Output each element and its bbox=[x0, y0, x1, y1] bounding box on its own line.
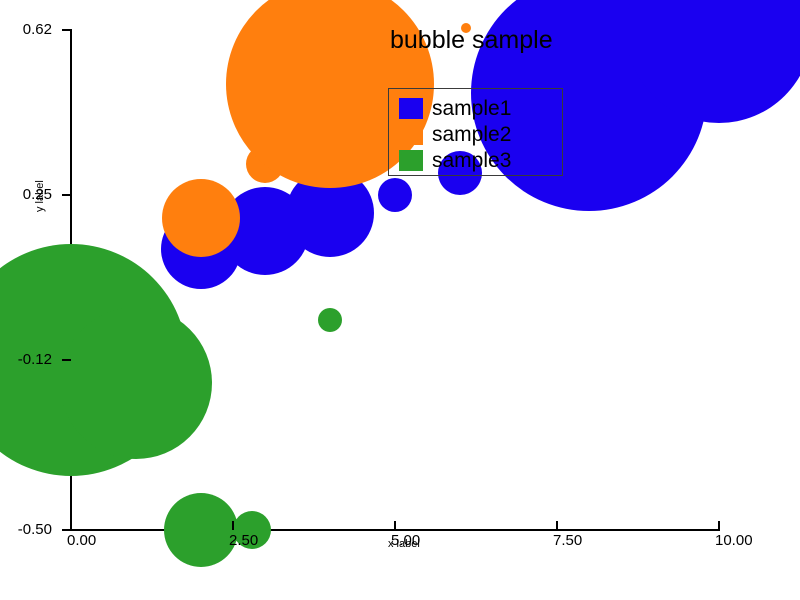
legend-box: sample1 sample2 sample3 bbox=[388, 88, 563, 176]
legend-label-sample1: sample1 bbox=[432, 96, 512, 120]
x-axis-tick-label: 0.00 bbox=[67, 532, 97, 549]
x-axis-tick bbox=[556, 521, 558, 530]
x-axis-label: x label bbox=[388, 538, 420, 550]
y-axis-label: y label bbox=[34, 180, 46, 212]
legend-item[interactable]: sample2 bbox=[399, 121, 562, 147]
y-axis-tick-label: 0.62 bbox=[22, 21, 52, 38]
chart-title: bubble sample bbox=[390, 26, 553, 54]
bubble-sample3 bbox=[163, 493, 238, 567]
bubble-sample3 bbox=[59, 306, 212, 459]
x-axis-tick-label: 7.50 bbox=[553, 532, 583, 549]
x-axis-tick-label: 5.00 bbox=[391, 532, 421, 549]
y-axis-tick bbox=[62, 359, 71, 362]
x-axis-tick bbox=[232, 521, 234, 530]
bubble-sample2 bbox=[161, 178, 240, 257]
y-axis-tick-label: 0.25 bbox=[22, 186, 52, 204]
bubble-sample1 bbox=[437, 150, 482, 195]
legend-swatch-sample1 bbox=[399, 97, 423, 119]
y-axis-tick-label: -0.12 bbox=[17, 351, 52, 369]
x-axis-tick bbox=[718, 521, 720, 530]
x-axis-line bbox=[70, 529, 720, 531]
y-axis-tick-label: -0.50 bbox=[17, 521, 52, 538]
bubble-sample1 bbox=[378, 178, 412, 213]
x-axis-tick bbox=[394, 521, 396, 530]
x-axis-tick bbox=[70, 521, 72, 530]
legend-label-sample3: sample3 bbox=[432, 148, 512, 172]
bubble-sample2 bbox=[461, 22, 472, 33]
x-axis-tick-label: 2.50 bbox=[229, 532, 259, 549]
bubble-sample3 bbox=[318, 308, 343, 333]
legend-swatch-sample2 bbox=[399, 123, 423, 145]
legend-item[interactable]: sample1 bbox=[399, 95, 562, 121]
x-axis-tick-label: 10.00 bbox=[715, 532, 753, 549]
legend-label-sample2: sample2 bbox=[432, 122, 512, 146]
legend-item[interactable]: sample3 bbox=[399, 147, 562, 173]
y-axis-tick bbox=[62, 29, 71, 31]
bubble-sample3 bbox=[233, 511, 272, 549]
y-axis-tick bbox=[62, 529, 71, 531]
y-axis-tick bbox=[62, 194, 71, 197]
legend-swatch-sample3 bbox=[399, 149, 423, 171]
